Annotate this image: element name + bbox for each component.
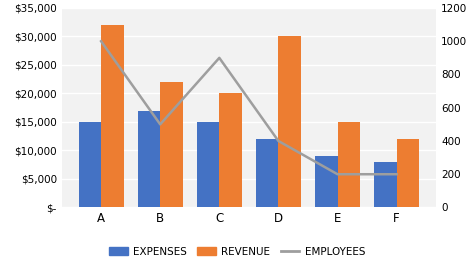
Line: EMPLOYEES: EMPLOYEES [101, 41, 397, 174]
Bar [337, 122, 360, 207]
EMPLOYEES [394, 173, 400, 176]
Bar [397, 139, 419, 207]
Bar [219, 93, 242, 207]
Bar [160, 82, 182, 207]
EMPLOYEES [217, 56, 222, 60]
Legend: EXPENSES, REVENUE, EMPLOYEES: EXPENSES, REVENUE, EMPLOYEES [105, 242, 369, 261]
EMPLOYEES [275, 139, 281, 143]
EMPLOYEES [157, 123, 163, 126]
Bar [79, 122, 101, 207]
Bar [315, 156, 337, 207]
Bar [197, 122, 219, 207]
EMPLOYEES [98, 40, 104, 43]
Bar [138, 111, 160, 207]
Bar [278, 36, 301, 207]
Bar [374, 162, 397, 207]
Bar [256, 139, 278, 207]
EMPLOYEES [335, 173, 340, 176]
Bar [101, 25, 124, 207]
